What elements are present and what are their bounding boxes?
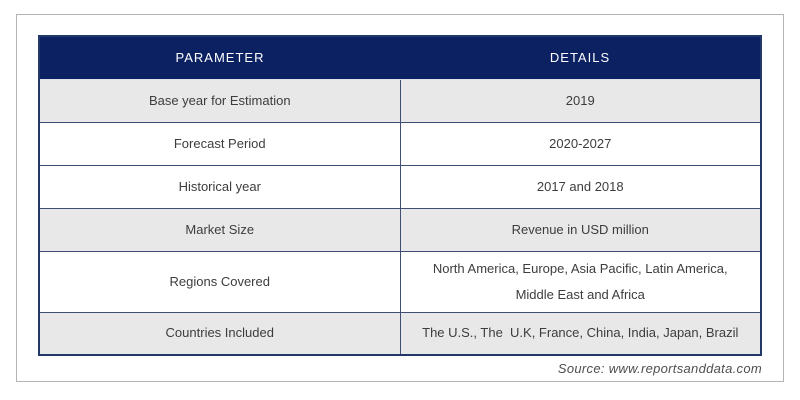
- table-header-row: PARAMETER DETAILS: [39, 36, 761, 80]
- table-row-historical-year: Historical year 2017 and 2018: [38, 164, 762, 209]
- table-row-forecast-period: Forecast Period 2020-2027: [38, 121, 762, 166]
- details-cell: 2019: [399, 78, 762, 123]
- source-attribution: Source: www.reportsanddata.com: [557, 361, 762, 376]
- table-row-base-year: Base year for Estimation 2019: [38, 78, 762, 123]
- parameter-cell: Market Size: [38, 207, 401, 252]
- details-cell: 2020-2027: [399, 121, 762, 166]
- parameter-cell: Historical year: [38, 164, 401, 209]
- report-scope-table: PARAMETER DETAILS Base year for Estimati…: [38, 35, 762, 356]
- content-frame: PARAMETER DETAILS Base year for Estimati…: [16, 14, 784, 382]
- table-row-regions-covered: Regions Covered North America, Europe, A…: [38, 250, 762, 313]
- details-cell: North America, Europe, Asia Pacific, Lat…: [399, 250, 762, 313]
- column-header-parameter: PARAMETER: [39, 36, 400, 80]
- details-cell: Revenue in USD million: [399, 207, 762, 252]
- parameter-cell: Base year for Estimation: [38, 78, 401, 123]
- details-cell: The U.S., The U.K, France, China, India,…: [399, 311, 762, 356]
- parameter-cell: Countries Included: [38, 311, 401, 356]
- parameter-cell: Regions Covered: [38, 250, 401, 313]
- table-row-market-size: Market Size Revenue in USD million: [38, 207, 762, 252]
- table-row-countries-included: Countries Included The U.S., The U.K, Fr…: [38, 311, 762, 356]
- parameter-cell: Forecast Period: [38, 121, 401, 166]
- column-header-details: DETAILS: [400, 36, 761, 80]
- details-cell: 2017 and 2018: [399, 164, 762, 209]
